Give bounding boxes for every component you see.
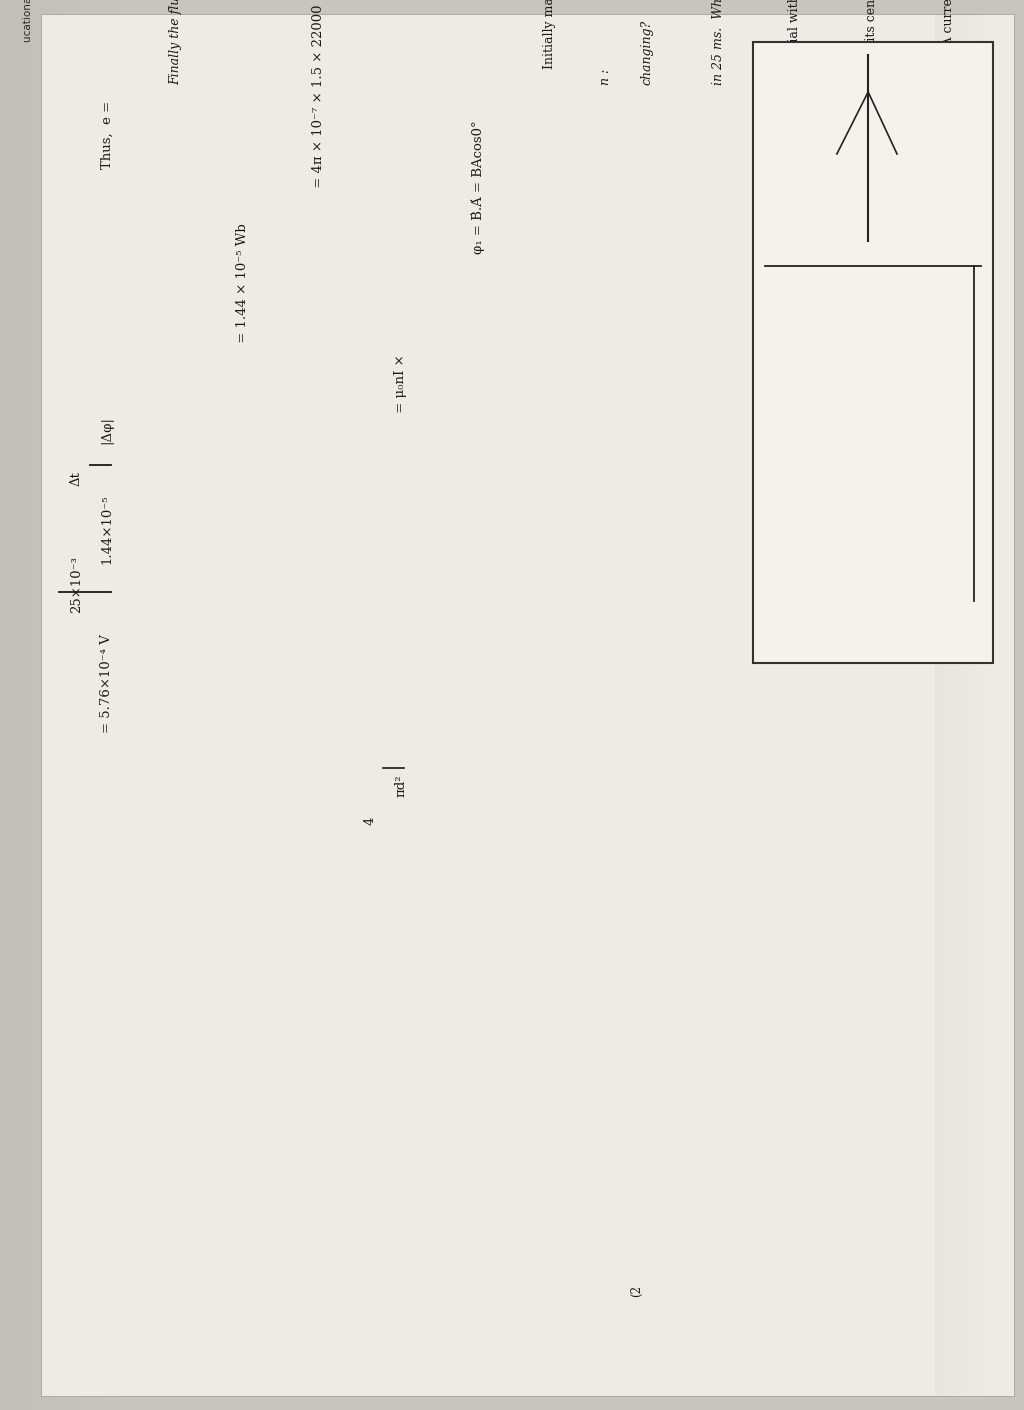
Bar	[953, 14, 956, 1396]
Bar	[57, 0, 61, 1410]
Bar	[70, 0, 74, 1410]
Text: (2: (2	[630, 1285, 643, 1297]
Text: 25×10⁻³: 25×10⁻³	[70, 557, 83, 613]
Bar	[969, 14, 972, 1396]
Bar	[78, 0, 82, 1410]
Bar	[90, 0, 94, 1410]
Text: = 5.76×10⁻⁴ V: = 5.76×10⁻⁴ V	[100, 634, 114, 733]
Bar	[25, 0, 29, 1410]
Text: in 25 ms.  What is the magnitude of emf induced in the coil while the current in: in 25 ms. What is the magnitude of emf i…	[712, 0, 725, 85]
Text: le 3 :  A current I = 1.5 A is flowing through a long solenoid of diameter 3.2 c: le 3 : A current I = 1.5 A is flowing th…	[942, 0, 955, 85]
Bar	[978, 14, 981, 1396]
Bar	[956, 14, 959, 1396]
Text: Δt: Δt	[70, 471, 83, 486]
Bar	[984, 14, 987, 1396]
Text: Thus,  e =: Thus, e =	[100, 102, 114, 169]
Bar	[119, 0, 123, 1410]
Bar	[944, 14, 947, 1396]
Bar	[82, 0, 86, 1410]
Text: changing?: changing?	[640, 20, 653, 85]
Bar	[66, 0, 70, 1410]
Bar	[37, 0, 41, 1410]
Text: A: A	[801, 196, 811, 203]
Text: D: D	[945, 195, 955, 203]
Bar	[74, 0, 78, 1410]
Bar	[98, 0, 102, 1410]
Text: = 1.44 × 10⁻⁵ Wb: = 1.44 × 10⁻⁵ Wb	[236, 223, 249, 381]
Bar	[41, 0, 45, 1410]
Bar	[0, 0, 4, 1410]
Text: = 4π × 10⁻⁷ × 1.5 × 22000 × 3.464 × 10⁻⁴: = 4π × 10⁻⁷ × 1.5 × 22000 × 3.464 × 10⁻⁴	[312, 0, 326, 226]
Text: |Δφ|: |Δφ|	[100, 416, 114, 444]
Text: is coaxial with the long solenoid. The current in the solenoid is reduced to zer: is coaxial with the long solenoid. The c…	[788, 0, 802, 85]
Bar	[4, 0, 8, 1410]
Bar	[972, 14, 975, 1396]
Text: 4: 4	[364, 816, 377, 825]
Bar	[53, 0, 57, 1410]
Bar	[947, 14, 950, 1396]
Bar	[94, 0, 98, 1410]
Bar	[975, 14, 978, 1396]
Bar	[993, 14, 996, 1396]
Bar	[111, 0, 115, 1410]
Text: O: O	[858, 39, 868, 48]
Bar	[990, 14, 993, 1396]
Bar	[12, 0, 16, 1410]
Text: 1.44×10⁻⁵: 1.44×10⁻⁵	[100, 495, 114, 564]
Bar	[963, 14, 966, 1396]
Bar	[102, 0, 106, 1410]
Text: cm. At its centre, a 130 turn closely packed coil of diameter 2.1 cm is placed s: cm. At its centre, a 130 turn closely pa…	[865, 0, 879, 85]
Text: πd²: πd²	[394, 774, 408, 797]
Text: φ₁ = Ḃ.Ȧ = BAcos0°: φ₁ = Ḃ.Ȧ = BAcos0°	[471, 120, 485, 254]
Bar	[49, 0, 53, 1410]
Text: Finally the flux becomes zero because the current reduces to zero.: Finally the flux becomes zero because th…	[169, 0, 182, 85]
Bar	[966, 14, 969, 1396]
Bar	[938, 14, 941, 1396]
Bar	[950, 14, 953, 1396]
Text: B: B	[854, 196, 863, 203]
Text: E: E	[984, 344, 993, 352]
Bar	[981, 14, 984, 1396]
Bar	[29, 0, 33, 1410]
Text: = μ₀nI ×: = μ₀nI ×	[394, 354, 408, 451]
Text: n :: n :	[599, 68, 612, 85]
Bar	[753, 42, 993, 663]
Bar	[106, 0, 111, 1410]
Bar	[941, 14, 944, 1396]
Bar	[115, 0, 119, 1410]
Bar	[45, 0, 49, 1410]
Bar	[8, 0, 12, 1410]
Bar	[959, 14, 963, 1396]
Bar	[86, 0, 90, 1410]
Text: ucational Services Limited - Regd. Office : Aakash Tower, 8, Pusa Road, New Delh: ucational Services Limited - Regd. Offic…	[23, 0, 33, 42]
Bar	[33, 0, 37, 1410]
Text: Initially magnetic flux passing through the coil (one turn),: Initially magnetic flux passing through …	[543, 0, 556, 85]
Bar	[16, 0, 20, 1410]
Bar	[935, 14, 938, 1396]
Bar	[987, 14, 990, 1396]
Bar	[61, 0, 66, 1410]
Text: C: C	[902, 195, 911, 203]
Bar	[20, 0, 25, 1410]
